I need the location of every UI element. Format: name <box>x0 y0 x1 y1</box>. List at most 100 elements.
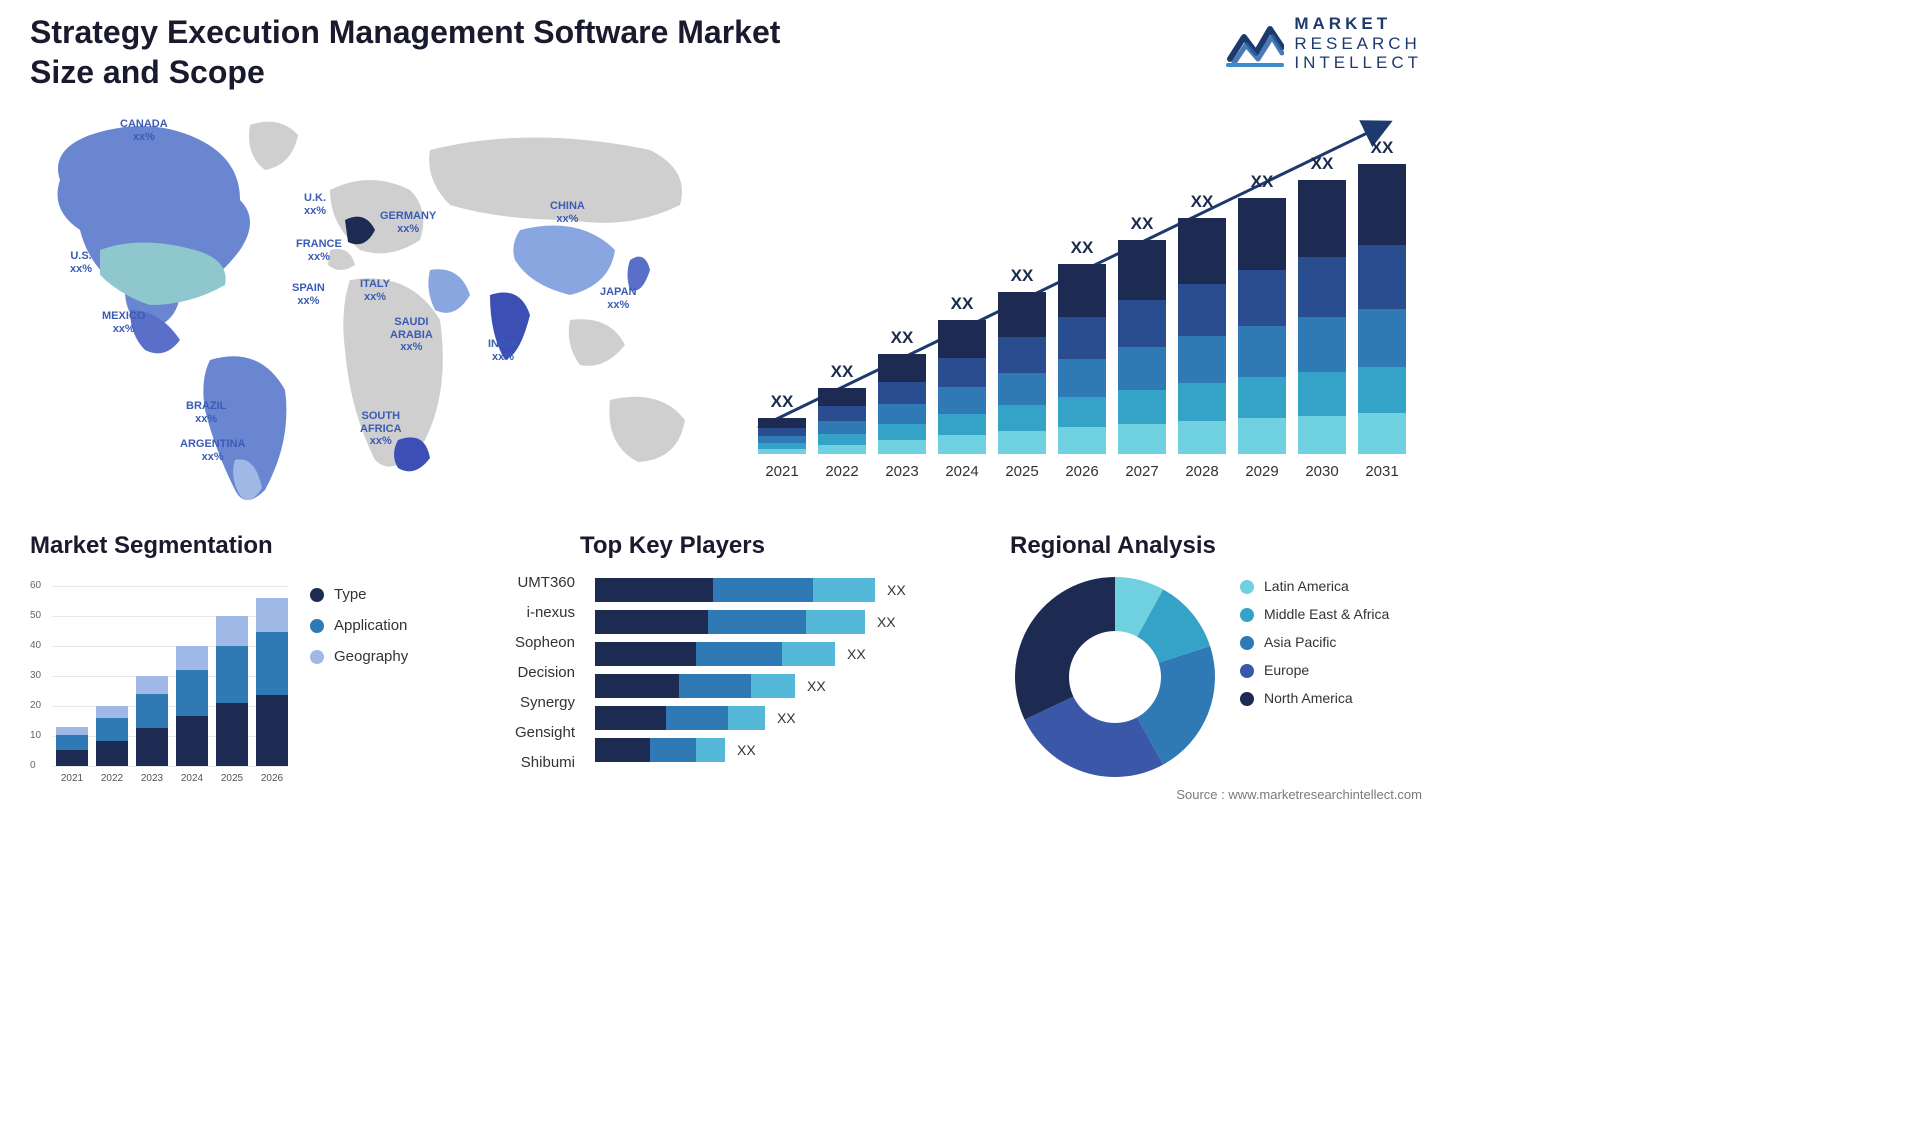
regional-donut <box>1010 572 1220 782</box>
bar-year-label: 2025 <box>998 463 1046 480</box>
player-bar-segment <box>595 706 666 730</box>
bar-segment <box>1118 240 1166 300</box>
bar-year-label: 2027 <box>1118 463 1166 480</box>
player-value-label: XX <box>807 678 826 694</box>
bar-segment <box>1238 377 1286 418</box>
map-label: SPAINxx% <box>292 282 325 307</box>
player-name: Synergy <box>475 688 575 718</box>
player-bar-segment <box>595 674 679 698</box>
player-bar-segment <box>751 674 795 698</box>
player-value-label: XX <box>777 710 796 726</box>
grid-line <box>52 616 288 617</box>
bar-segment <box>1058 427 1106 454</box>
seg-year-label: 2022 <box>94 773 130 784</box>
bar-segment <box>1238 270 1286 326</box>
bar-value-label: XX <box>818 362 866 382</box>
segmentation-panel: Market Segmentation 01020304050602021202… <box>30 532 550 560</box>
player-bar-segment <box>595 610 708 634</box>
player-bar-segment <box>679 674 751 698</box>
bar-segment <box>818 421 866 434</box>
player-bar: XX <box>595 642 955 666</box>
bar-segment <box>1118 390 1166 424</box>
players-title: Top Key Players <box>580 532 1010 560</box>
map-label: U.S.xx% <box>70 250 92 275</box>
player-bar-segment <box>696 738 725 762</box>
bar-segment <box>1358 413 1406 454</box>
bar-segment <box>878 354 926 382</box>
bar-value-label: XX <box>1058 238 1106 258</box>
player-bar-segment <box>650 738 697 762</box>
player-value-label: XX <box>737 742 756 758</box>
player-bar: XX <box>595 706 955 730</box>
bar-year-label: 2031 <box>1358 463 1406 480</box>
seg-segment <box>256 632 288 696</box>
player-bar-segment <box>728 706 765 730</box>
map-label: FRANCExx% <box>296 238 342 263</box>
player-name: Decision <box>475 658 575 688</box>
seg-segment <box>216 616 248 646</box>
bar-segment <box>938 387 986 414</box>
player-name: Shibumi <box>475 748 575 778</box>
map-label: BRAZILxx% <box>186 400 226 425</box>
player-name: i-nexus <box>475 598 575 628</box>
legend-swatch-icon <box>310 619 324 633</box>
bar-column <box>818 388 866 454</box>
legend-label: North America <box>1264 690 1353 706</box>
bar-segment <box>818 434 866 445</box>
player-bar: XX <box>595 610 955 634</box>
bar-column <box>1118 240 1166 454</box>
legend-item: Application <box>310 617 408 634</box>
seg-bar <box>256 598 288 766</box>
logo-mark-icon <box>1226 19 1284 67</box>
bar-segment <box>1358 164 1406 245</box>
grid-line <box>52 706 288 707</box>
seg-segment <box>56 735 88 750</box>
player-bar: XX <box>595 578 955 602</box>
players-chart: XX XX XX XX XX XX <box>595 578 955 770</box>
players-list: UMT360i-nexusSopheonDecisionSynergyGensi… <box>475 568 575 778</box>
player-bar: XX <box>595 738 955 762</box>
bar-column <box>1058 264 1106 454</box>
seg-segment <box>216 646 248 703</box>
bar-year-label: 2029 <box>1238 463 1286 480</box>
bar-year-label: 2022 <box>818 463 866 480</box>
map-label: SOUTHAFRICAxx% <box>360 410 402 448</box>
seg-year-label: 2021 <box>54 773 90 784</box>
bar-segment <box>1058 317 1106 359</box>
legend-swatch-icon <box>1240 636 1254 650</box>
player-bar-segment <box>708 610 805 634</box>
player-bar-segment <box>595 738 650 762</box>
segmentation-title: Market Segmentation <box>30 532 550 560</box>
bar-segment <box>878 404 926 424</box>
bar-segment <box>1298 317 1346 372</box>
seg-bar <box>96 706 128 766</box>
map-label: SAUDIARABIAxx% <box>390 316 433 354</box>
legend-item: Latin America <box>1240 578 1389 594</box>
bar-value-label: XX <box>938 294 986 314</box>
bar-value-label: XX <box>1178 192 1226 212</box>
legend-swatch-icon <box>1240 608 1254 622</box>
seg-year-label: 2023 <box>134 773 170 784</box>
bar-column <box>1298 180 1346 454</box>
legend-item: North America <box>1240 690 1389 706</box>
map-label: MEXICOxx% <box>102 310 145 335</box>
seg-year-label: 2025 <box>214 773 250 784</box>
bar-segment <box>998 292 1046 337</box>
logo-line1: MARKET <box>1294 14 1391 33</box>
bar-segment <box>1178 421 1226 454</box>
bar-column <box>1238 198 1286 454</box>
player-name: Gensight <box>475 718 575 748</box>
player-value-label: XX <box>877 614 896 630</box>
bar-value-label: XX <box>1358 138 1406 158</box>
map-label: CHINAxx% <box>550 200 585 225</box>
bar-segment <box>1118 424 1166 454</box>
seg-segment <box>256 598 288 632</box>
bar-year-label: 2028 <box>1178 463 1226 480</box>
bar-segment <box>1118 300 1166 347</box>
seg-segment <box>96 741 128 766</box>
bar-segment <box>1238 418 1286 454</box>
player-bar-segment <box>666 706 727 730</box>
bar-segment <box>818 388 866 406</box>
bar-segment <box>998 373 1046 405</box>
segmentation-chart: 0102030405060202120222023202420252026 <box>30 572 288 784</box>
